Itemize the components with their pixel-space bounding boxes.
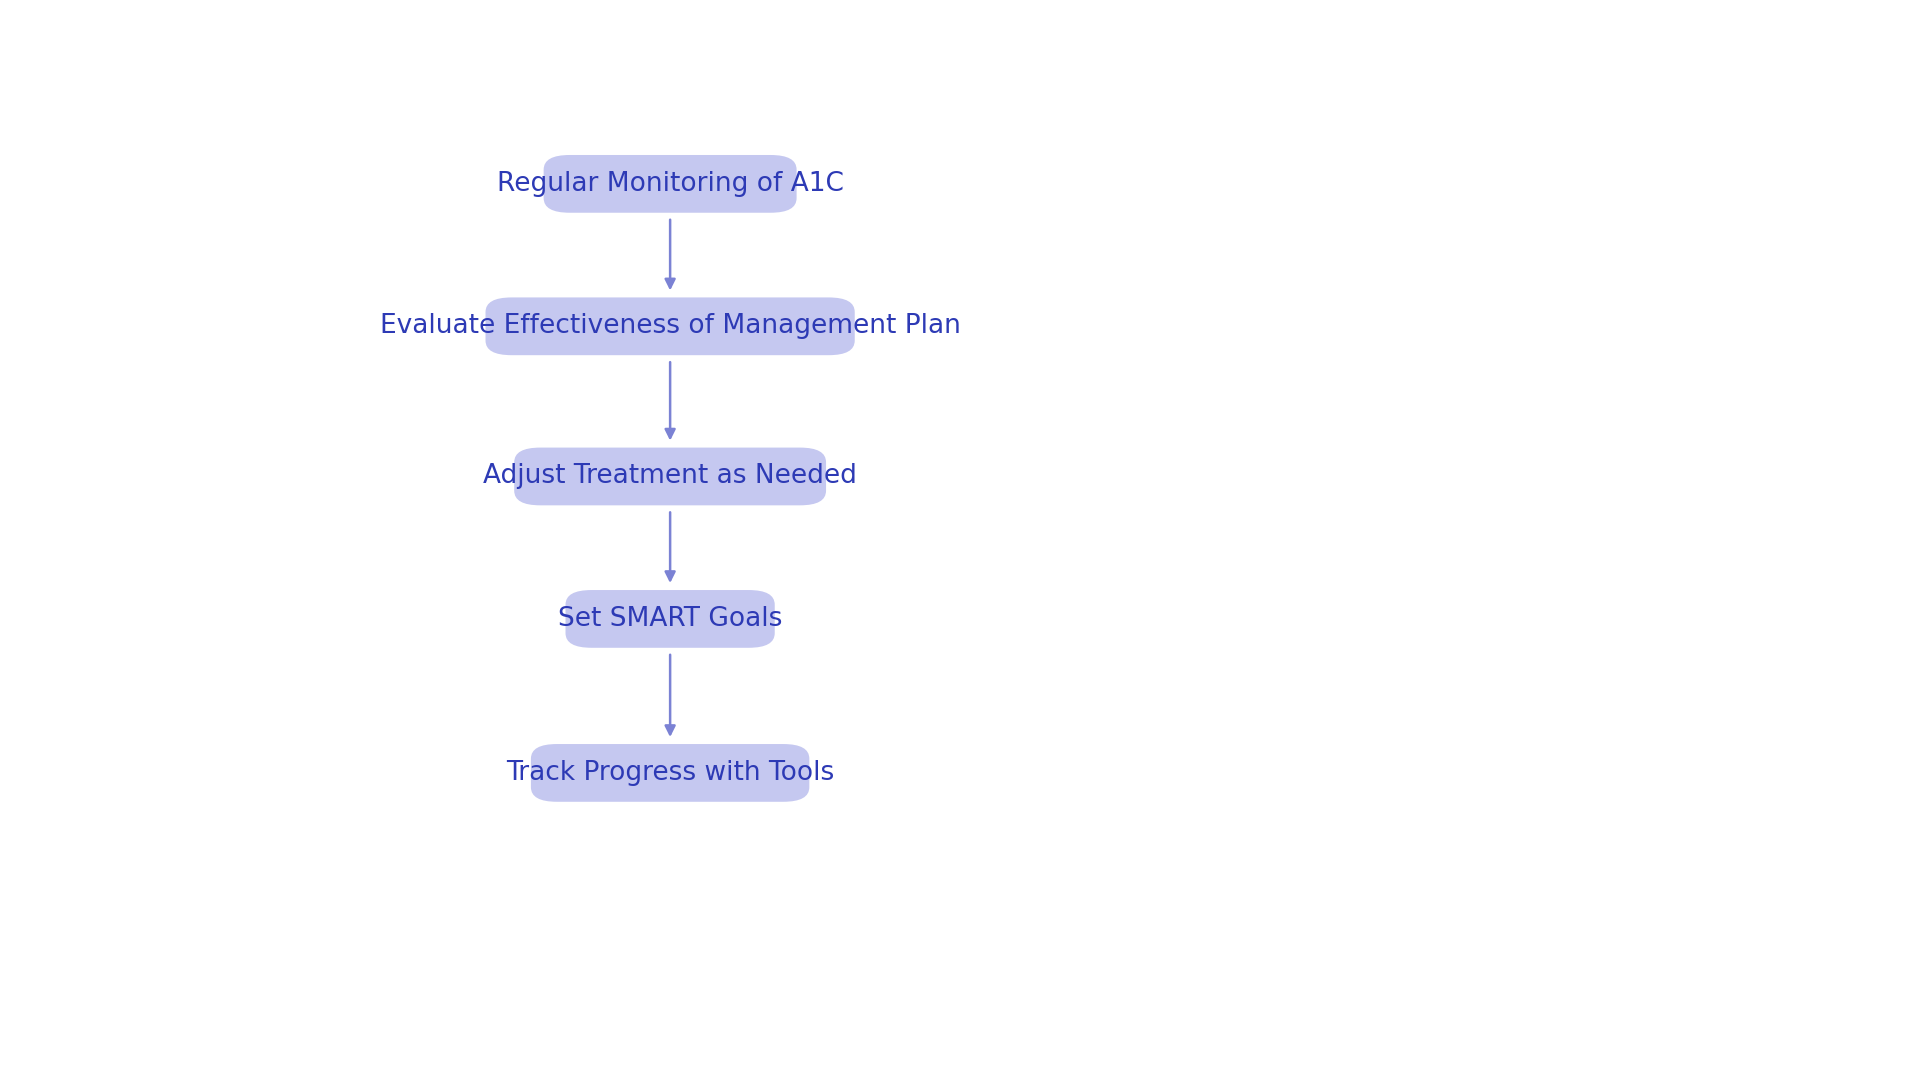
Text: Adjust Treatment as Needed: Adjust Treatment as Needed (484, 464, 856, 490)
Text: Regular Monitoring of A1C: Regular Monitoring of A1C (497, 171, 843, 197)
FancyBboxPatch shape (486, 298, 854, 355)
Text: Track Progress with Tools: Track Progress with Tools (507, 760, 835, 786)
FancyBboxPatch shape (515, 447, 826, 506)
FancyBboxPatch shape (543, 155, 797, 212)
FancyBboxPatch shape (566, 590, 776, 648)
FancyBboxPatch shape (532, 744, 810, 801)
Text: Set SMART Goals: Set SMART Goals (559, 605, 781, 631)
Text: Evaluate Effectiveness of Management Plan: Evaluate Effectiveness of Management Pla… (380, 313, 960, 339)
